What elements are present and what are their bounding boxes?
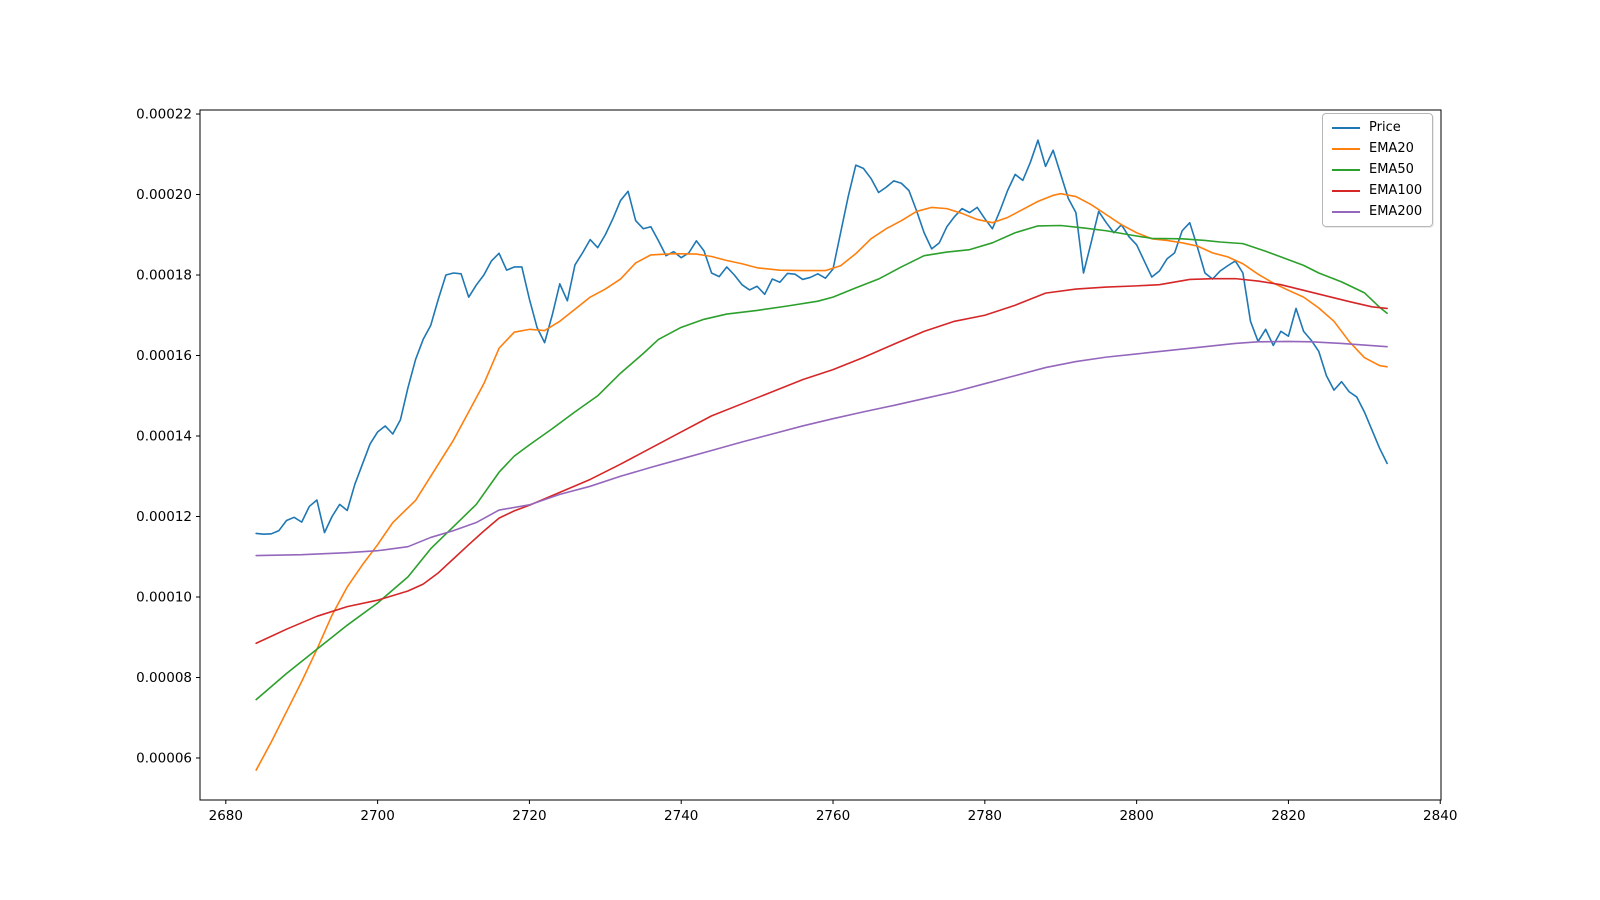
legend: Price EMA20 EMA50 EMA100 EMA200 (1322, 113, 1434, 227)
legend-label: EMA50 (1369, 162, 1414, 177)
legend-line-sample (1332, 211, 1360, 213)
x-tick-label: 2720 (512, 808, 546, 824)
x-tick-label: 2840 (1423, 808, 1457, 824)
legend-line-sample (1332, 190, 1360, 192)
y-tick-label: 0.00012 (136, 509, 192, 525)
y-tick-label: 0.00018 (136, 268, 192, 284)
y-tick-label: 0.00016 (136, 348, 192, 364)
x-tick-label: 2760 (816, 808, 850, 824)
y-tick-label: 0.00010 (136, 589, 192, 605)
legend-entry-ema200: EMA200 (1332, 204, 1422, 220)
legend-line-sample (1332, 148, 1360, 150)
legend-label: EMA200 (1369, 204, 1423, 219)
axes-frame (199, 109, 1442, 801)
series-line-ema50 (255, 224, 1388, 701)
y-tick-label: 0.00008 (136, 670, 192, 686)
y-tick-label: 0.00006 (136, 750, 192, 766)
legend-line-sample (1332, 127, 1360, 129)
series-line-price (255, 139, 1388, 536)
series-line-ema20 (255, 192, 1388, 771)
x-tick-label: 2680 (209, 808, 243, 824)
legend-label: EMA20 (1369, 141, 1414, 156)
legend-entry-ema20: EMA20 (1332, 141, 1422, 157)
legend-entry-price: Price (1332, 120, 1422, 136)
legend-label: EMA100 (1369, 183, 1423, 198)
x-tick-label: 2740 (664, 808, 698, 824)
y-tick-label: 0.00020 (136, 187, 192, 203)
y-tick-label: 0.00014 (136, 429, 192, 445)
x-tick-label: 2820 (1271, 808, 1305, 824)
legend-line-sample (1332, 169, 1360, 171)
legend-entry-ema50: EMA50 (1332, 162, 1422, 178)
legend-label: Price (1369, 120, 1401, 135)
series-line-ema200 (255, 340, 1388, 557)
x-tick-label: 2700 (360, 808, 394, 824)
y-tick-label: 0.00022 (136, 107, 192, 123)
x-tick-label: 2780 (968, 808, 1002, 824)
series-line-ema100 (255, 277, 1388, 645)
x-tick-label: 2800 (1119, 808, 1153, 824)
legend-entry-ema100: EMA100 (1332, 183, 1422, 199)
